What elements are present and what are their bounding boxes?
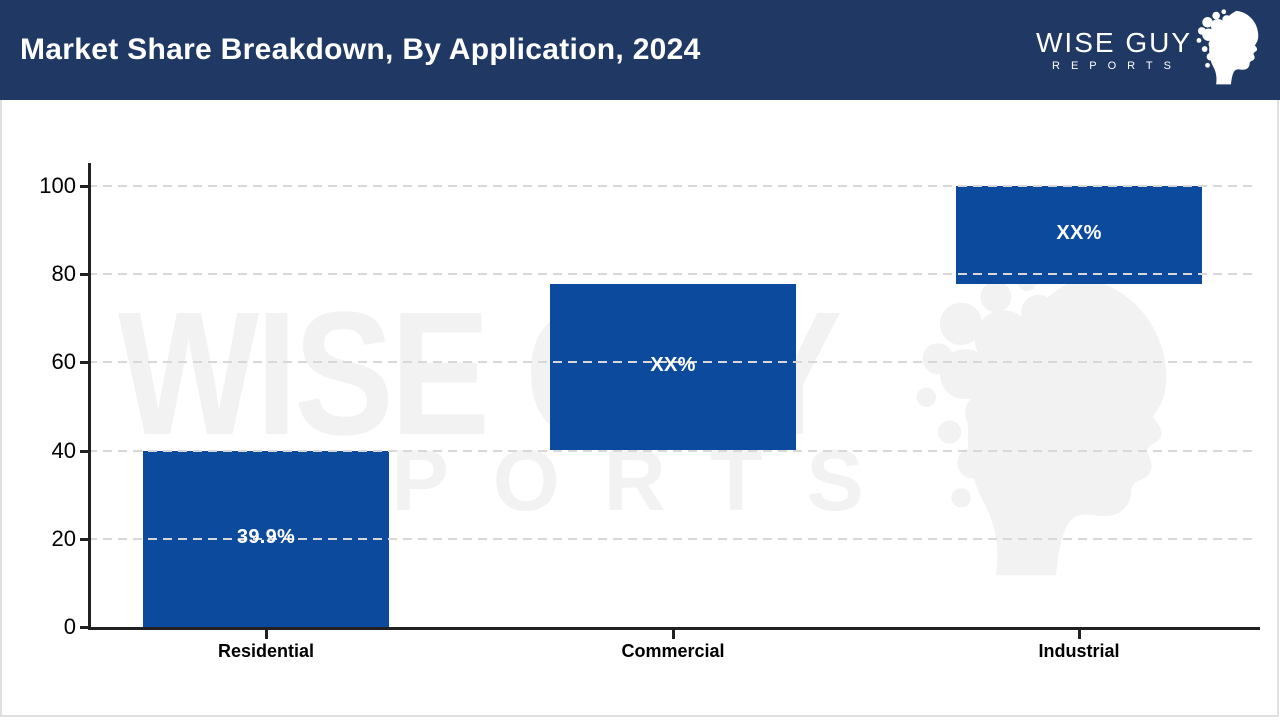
y-tick-label-60: 60 — [51, 349, 76, 374]
gridline-100 — [88, 185, 1258, 187]
y-axis-line — [88, 163, 91, 630]
chart-area: WISE GUY REPORTS 0 20 40 60 80 100 39.9% XX% XX%… — [0, 100, 1279, 717]
y-tick-label-0: 0 — [63, 614, 76, 639]
x-tick-industrial — [1078, 630, 1081, 639]
y-tick-20 — [80, 538, 89, 541]
y-tick-60 — [80, 361, 89, 364]
gridline-20 — [88, 538, 1258, 540]
x-category-label-commercial: Commercial — [621, 641, 725, 661]
brand-subname: REPORTS — [1052, 59, 1182, 72]
y-tick-label-80: 80 — [51, 261, 76, 286]
x-category-label-industrial: Industrial — [1038, 641, 1120, 661]
y-tick-label-100: 100 — [39, 173, 76, 198]
bar-industrial — [956, 186, 1202, 284]
gridline-40 — [88, 450, 1258, 452]
gridline-60 — [88, 361, 1258, 363]
y-tick-80 — [80, 273, 89, 276]
bar-value-label-residential: 39.9% — [236, 526, 296, 548]
bar-commercial — [550, 284, 796, 450]
brand-logo-text: WISE GUY REPORTS — [1035, 27, 1192, 72]
brand-name: WISE GUY — [1035, 27, 1192, 59]
x-tick-residential — [265, 630, 268, 639]
y-tick-100 — [80, 185, 89, 188]
page-title: Market Share Breakdown, By Application, … — [20, 33, 701, 66]
app-header: Market Share Breakdown, By Application, … — [0, 0, 1280, 100]
logo-face-icon — [1196, 9, 1259, 85]
x-category-label-residential: Residential — [217, 641, 315, 661]
brand-logo: WISE GUY REPORTS — [1036, 4, 1266, 96]
bar-value-label-commercial: XX% — [650, 354, 696, 376]
y-tick-0 — [80, 626, 89, 629]
gridline-80 — [88, 273, 1258, 275]
y-tick-label-40: 40 — [51, 438, 76, 463]
watermark-face-icon — [916, 271, 1167, 576]
bar-value-label-industrial: XX% — [1056, 222, 1102, 244]
y-tick-40 — [80, 450, 89, 453]
x-axis-line — [88, 627, 1260, 630]
x-tick-commercial — [672, 630, 675, 639]
y-tick-label-20: 20 — [51, 526, 76, 551]
